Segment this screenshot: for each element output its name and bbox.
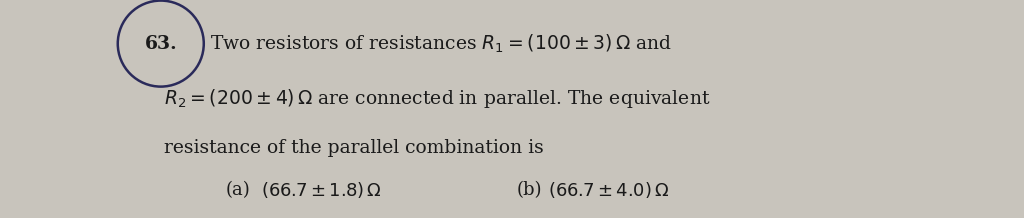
Text: Two resistors of resistances $R_1 = (100 \pm 3)\,\Omega$ and: Two resistors of resistances $R_1 = (100… [210, 32, 672, 55]
Text: $R_2 = (200 \pm 4)\,\Omega$ are connected in parallel. The equivalent: $R_2 = (200 \pm 4)\,\Omega$ are connecte… [164, 87, 711, 110]
Text: (a): (a) [225, 181, 250, 199]
Text: (b): (b) [517, 181, 543, 199]
Text: 63.: 63. [144, 35, 177, 53]
Text: resistance of the parallel combination is: resistance of the parallel combination i… [164, 139, 544, 157]
Text: $(66.7 \pm 1.8)\,\Omega$: $(66.7 \pm 1.8)\,\Omega$ [261, 180, 382, 200]
Text: $(66.7 \pm 4.0)\,\Omega$: $(66.7 \pm 4.0)\,\Omega$ [548, 180, 670, 200]
